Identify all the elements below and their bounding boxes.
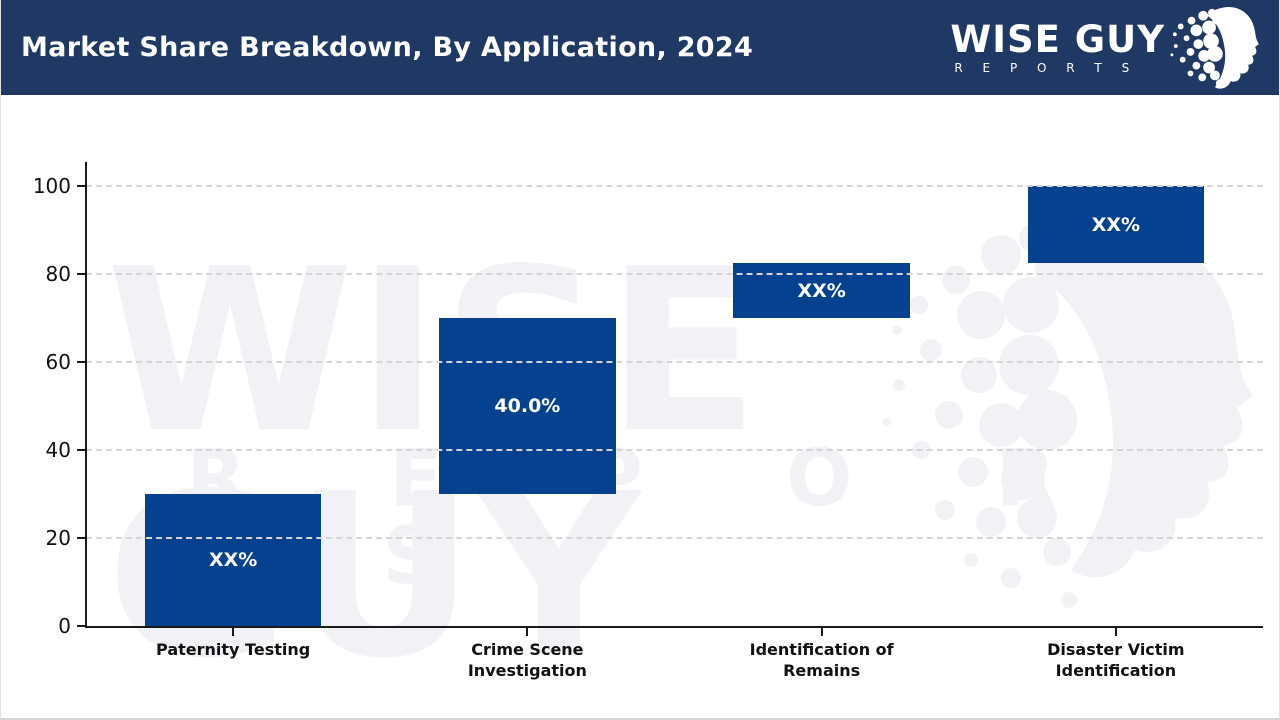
- x-tick-3: [1114, 628, 1117, 636]
- y-tick-40: [77, 449, 85, 451]
- y-tick-label: 40: [45, 438, 71, 462]
- category-label: Disaster Victim Identification: [1047, 640, 1185, 680]
- brand-face-icon: [1170, 6, 1259, 89]
- category-label: Identification of Remains: [749, 640, 894, 680]
- y-tick-label: 0: [58, 614, 71, 638]
- x-tick-0: [232, 628, 235, 636]
- y-tick-80: [77, 273, 85, 275]
- gridline-y-40: [86, 449, 1263, 451]
- gridline-y-20: [86, 537, 1263, 539]
- page-title: Market Share Breakdown, By Application, …: [21, 32, 754, 63]
- y-tick-100: [77, 185, 85, 187]
- brand-name: WISE GUY: [950, 18, 1165, 61]
- y-axis-spine: [85, 162, 87, 628]
- brand-subtitle: R E P O R T S: [954, 61, 1138, 75]
- gridline-y-80: [86, 273, 1263, 275]
- header-bar: Market Share Breakdown, By Application, …: [1, 0, 1279, 95]
- category-label: Crime Scene Investigation: [467, 640, 587, 680]
- watermark-subtext: R E P O R T S: [186, 434, 1114, 602]
- y-tick-label: 60: [45, 350, 71, 374]
- bar-value-label: XX%: [797, 279, 846, 302]
- bar: [733, 263, 910, 318]
- x-tick-1: [526, 628, 529, 636]
- brand-logo-text: WISE GUY R E P O R T S: [950, 21, 1165, 74]
- bar-value-label: XX%: [208, 549, 258, 571]
- bar-value-label: 40.0%: [494, 395, 561, 417]
- bar: [144, 494, 322, 626]
- gridline-y-60: [86, 361, 1263, 363]
- y-tick-label: 100: [32, 174, 71, 198]
- bar: [439, 318, 616, 494]
- category-label: Paternity Testing: [156, 640, 311, 659]
- y-tick-label: 80: [45, 262, 71, 286]
- x-axis-spine: [85, 626, 1263, 628]
- y-tick-20: [77, 537, 85, 539]
- y-tick-60: [77, 361, 85, 363]
- x-tick-2: [820, 628, 823, 636]
- brand-logo: WISE GUY R E P O R T S: [950, 4, 1263, 92]
- bar-value-label: XX%: [1091, 213, 1141, 236]
- y-tick-label: 20: [45, 526, 71, 550]
- y-tick-0: [77, 625, 85, 627]
- gridline-y-100: [86, 185, 1263, 187]
